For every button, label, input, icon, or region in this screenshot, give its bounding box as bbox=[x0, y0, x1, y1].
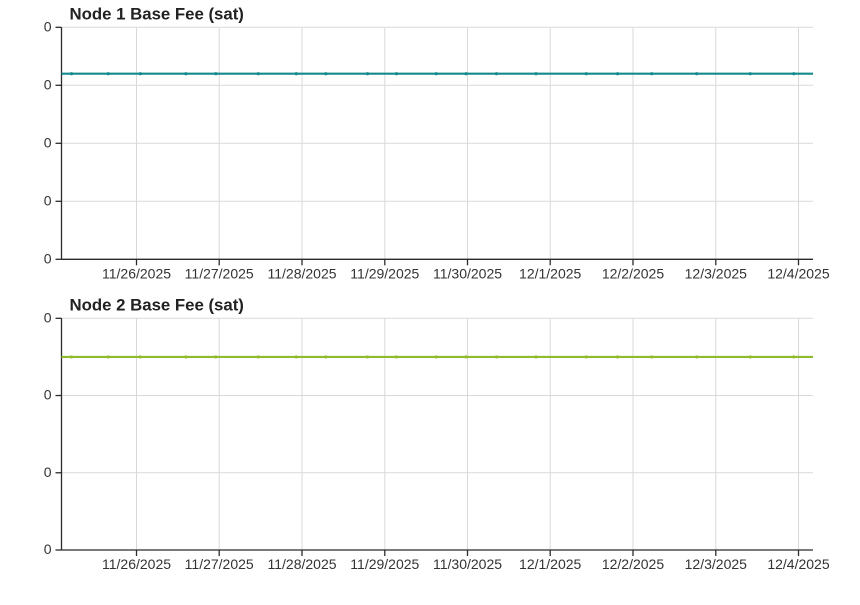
svg-text:0: 0 bbox=[44, 18, 52, 34]
svg-text:11/30/2025: 11/30/2025 bbox=[433, 265, 502, 281]
svg-text:11/30/2025: 11/30/2025 bbox=[433, 556, 502, 572]
svg-text:11/26/2025: 11/26/2025 bbox=[102, 556, 171, 572]
svg-text:12/3/2025: 12/3/2025 bbox=[685, 265, 747, 281]
svg-text:0: 0 bbox=[44, 250, 52, 266]
svg-text:11/27/2025: 11/27/2025 bbox=[185, 556, 254, 572]
svg-text:0: 0 bbox=[44, 134, 52, 150]
svg-text:11/26/2025: 11/26/2025 bbox=[102, 265, 171, 281]
svg-text:12/3/2025: 12/3/2025 bbox=[685, 556, 747, 572]
svg-text:0: 0 bbox=[44, 309, 52, 325]
svg-text:0: 0 bbox=[44, 541, 52, 557]
svg-text:0: 0 bbox=[44, 192, 52, 208]
svg-text:11/29/2025: 11/29/2025 bbox=[350, 265, 419, 281]
svg-text:12/4/2025: 12/4/2025 bbox=[767, 556, 829, 572]
svg-text:12/2/2025: 12/2/2025 bbox=[602, 265, 664, 281]
svg-text:12/1/2025: 12/1/2025 bbox=[519, 556, 581, 572]
svg-text:Node 1 Base Fee (sat): Node 1 Base Fee (sat) bbox=[70, 4, 244, 23]
svg-text:11/28/2025: 11/28/2025 bbox=[267, 556, 336, 572]
svg-text:11/27/2025: 11/27/2025 bbox=[185, 265, 254, 281]
svg-text:12/4/2025: 12/4/2025 bbox=[767, 265, 829, 281]
svg-text:11/29/2025: 11/29/2025 bbox=[350, 556, 419, 572]
svg-text:0: 0 bbox=[44, 464, 52, 480]
svg-text:0: 0 bbox=[44, 387, 52, 403]
svg-text:12/1/2025: 12/1/2025 bbox=[519, 265, 581, 281]
svg-text:Node 2 Base Fee (sat): Node 2 Base Fee (sat) bbox=[70, 295, 244, 314]
svg-text:11/28/2025: 11/28/2025 bbox=[267, 265, 336, 281]
svg-text:12/2/2025: 12/2/2025 bbox=[602, 556, 664, 572]
svg-text:0: 0 bbox=[44, 76, 52, 92]
